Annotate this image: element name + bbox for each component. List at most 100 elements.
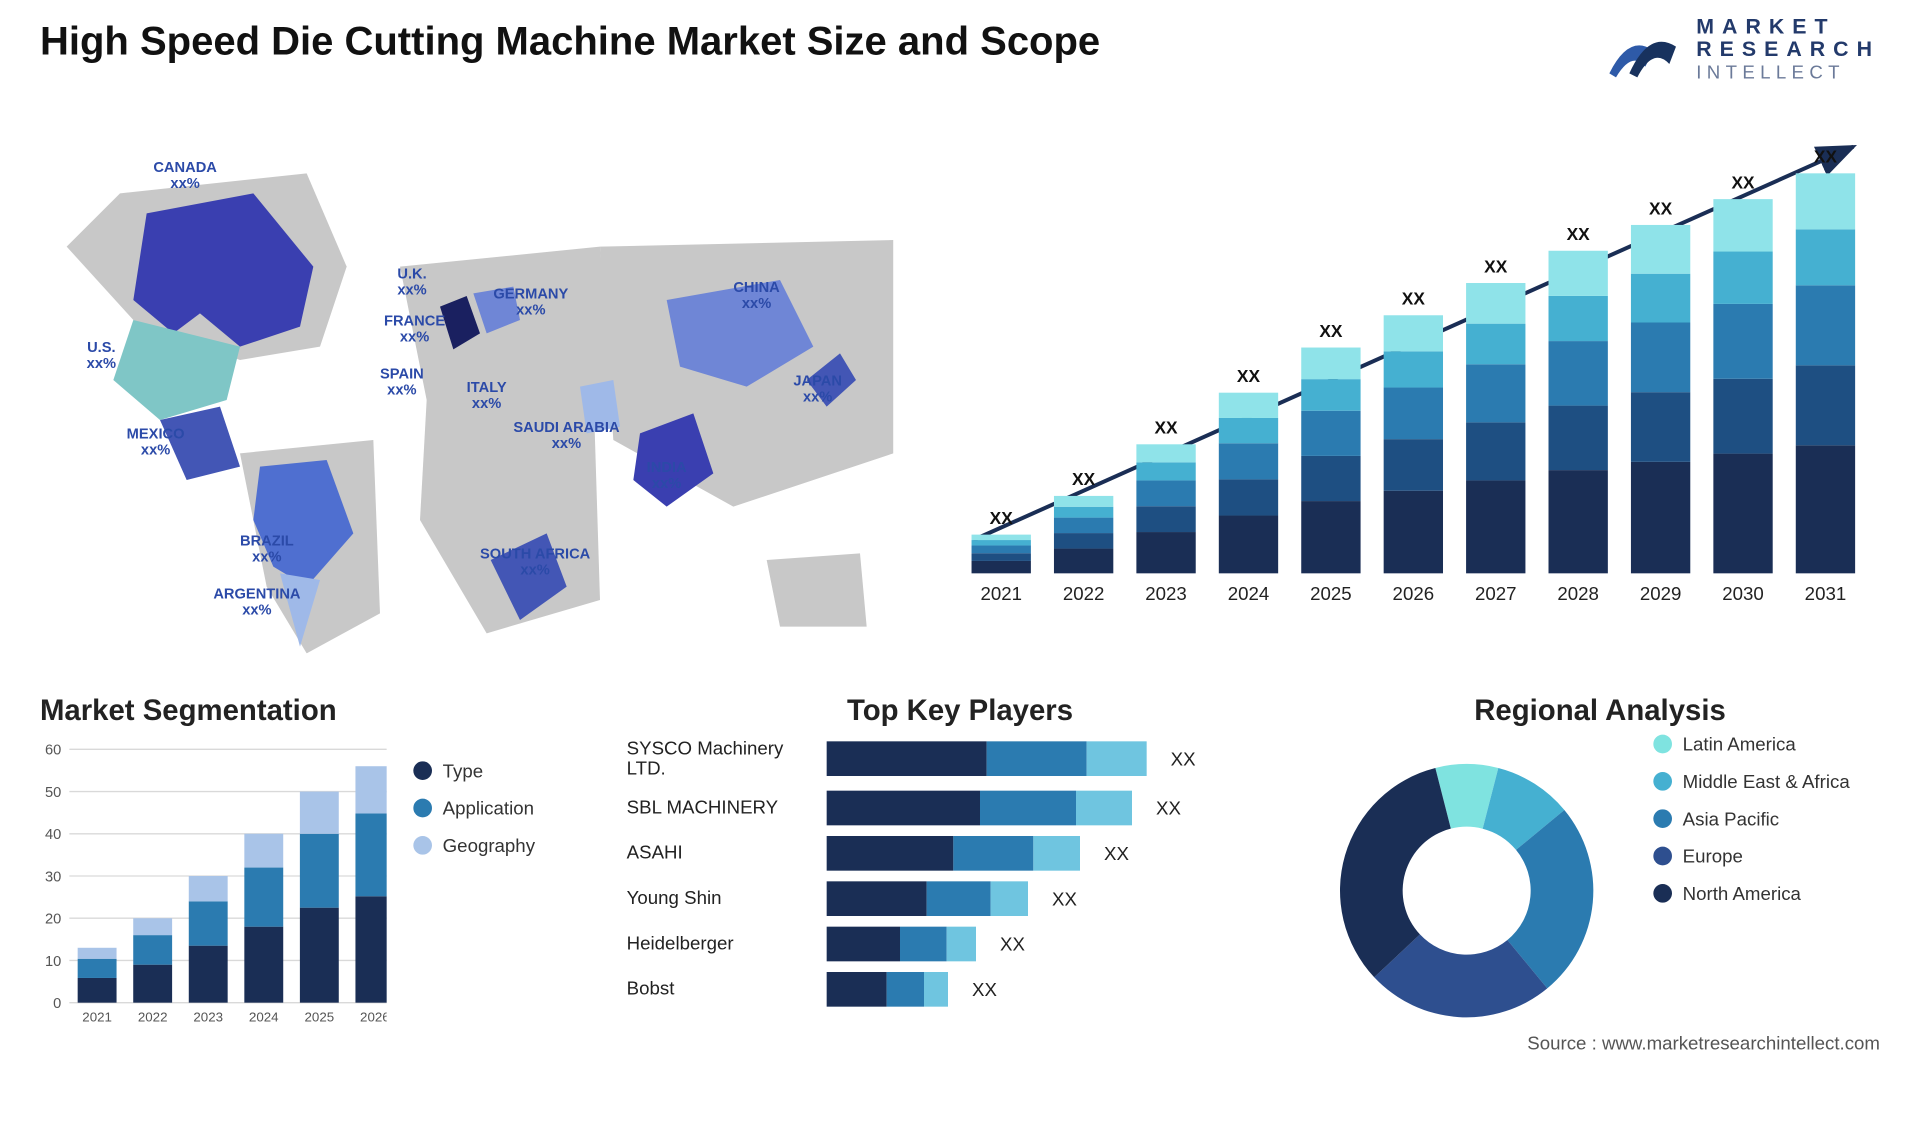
legend-item: Europe — [1653, 845, 1849, 866]
player-value: XX — [1000, 933, 1025, 954]
logo-line3: INTELLECT — [1696, 63, 1880, 83]
player-bar — [827, 836, 1080, 871]
legend-item: Type — [413, 760, 535, 781]
players-section: Top Key Players SYSCO Machinery LTD.XXSB… — [627, 693, 1294, 1017]
player-value: XX — [1156, 797, 1181, 818]
svg-text:2022: 2022 — [138, 1009, 168, 1024]
map-label: SAUDI ARABIAxx% — [513, 420, 619, 452]
svg-text:2023: 2023 — [1145, 583, 1187, 604]
svg-text:2021: 2021 — [980, 583, 1022, 604]
player-bar — [827, 926, 976, 961]
player-bar — [827, 790, 1132, 825]
svg-text:60: 60 — [45, 744, 61, 759]
svg-text:2030: 2030 — [1722, 583, 1764, 604]
map-label: U.S.xx% — [87, 340, 116, 372]
legend-item: Middle East & Africa — [1653, 771, 1849, 792]
map-label: GERMANYxx% — [493, 287, 568, 319]
player-row: SYSCO Machinery LTD. XX — [627, 739, 1294, 780]
legend-item: Geography — [413, 835, 535, 856]
player-row: Heidelberger XX — [627, 926, 1294, 961]
segmentation-section: Market Segmentation 0 10 20 30 40 50 60 2021 202… — [40, 693, 573, 1037]
player-row: Bobst XX — [627, 972, 1294, 1007]
player-bar — [827, 881, 1028, 916]
logo-swoosh-icon — [1603, 13, 1683, 86]
player-name: Young Shin — [627, 888, 814, 909]
player-name: Heidelberger — [627, 933, 814, 954]
svg-text:10: 10 — [45, 954, 61, 970]
map-label: U.K.xx% — [397, 267, 426, 299]
player-name: Bobst — [627, 979, 814, 1000]
logo-text: MARKET RESEARCH INTELLECT — [1696, 18, 1880, 82]
svg-text:2024: 2024 — [249, 1009, 279, 1024]
player-name: SBL MACHINERY — [627, 797, 814, 818]
svg-text:2021: 2021 — [82, 1009, 112, 1024]
brand-logo: MARKET RESEARCH INTELLECT — [1603, 13, 1880, 86]
svg-text:50: 50 — [45, 785, 61, 801]
regional-donut-svg — [1320, 731, 1627, 1038]
player-bar — [827, 972, 948, 1007]
svg-text:2028: 2028 — [1557, 583, 1599, 604]
regional-title: Regional Analysis — [1320, 693, 1880, 728]
logo-line2: RESEARCH — [1696, 40, 1880, 62]
segmentation-chart-svg: 0 10 20 30 40 50 60 2021 2022 2023 2024 2025 2026 — [40, 744, 387, 1031]
svg-text:30: 30 — [45, 869, 61, 885]
svg-text:2029: 2029 — [1640, 583, 1682, 604]
map-label: BRAZILxx% — [240, 533, 294, 565]
svg-text:2024: 2024 — [1228, 583, 1270, 604]
legend-item: North America — [1653, 883, 1849, 904]
source-attribution: Source : www.marketresearchintellect.com — [1527, 1032, 1880, 1053]
player-row: Young Shin XX — [627, 881, 1294, 916]
players-title: Top Key Players — [627, 693, 1294, 728]
map-label: CHINAxx% — [733, 280, 779, 312]
svg-text:2026: 2026 — [1393, 583, 1435, 604]
page-root: High Speed Die Cutting Machine Market Si… — [0, 0, 1920, 1067]
svg-text:XX: XX — [1484, 256, 1508, 276]
segmentation-legend: Type Application Geography — [413, 760, 535, 856]
legend-item: Application — [413, 797, 535, 818]
map-label: MEXICOxx% — [127, 427, 185, 459]
map-label: SPAINxx% — [380, 367, 424, 399]
segmentation-title: Market Segmentation — [40, 693, 573, 728]
player-value: XX — [1104, 842, 1129, 863]
svg-text:XX: XX — [1649, 198, 1673, 218]
svg-text:2022: 2022 — [1063, 583, 1105, 604]
regional-section: Regional Analysis Latin AmericaMiddle Ea… — [1320, 693, 1880, 738]
svg-text:40: 40 — [45, 827, 61, 843]
regional-legend: Latin America Middle East & Africa Asia Pa… — [1653, 733, 1849, 904]
player-value: XX — [1052, 888, 1077, 909]
svg-text:2023: 2023 — [193, 1009, 223, 1024]
player-row: ASAHI XX — [627, 836, 1294, 871]
player-bar — [827, 742, 1147, 777]
logo-line1: MARKET — [1696, 18, 1880, 40]
svg-text:XX: XX — [1237, 366, 1261, 386]
map-label: INDIAxx% — [647, 460, 687, 492]
world-map: CANADAxx%U.S.xx%MEXICOxx%BRAZILxx%ARGENT… — [40, 120, 893, 653]
svg-text:2027: 2027 — [1475, 583, 1517, 604]
svg-text:2025: 2025 — [305, 1009, 335, 1024]
player-row: SBL MACHINERY XX — [627, 790, 1294, 825]
map-label: JAPANxx% — [793, 373, 842, 405]
players-list: SYSCO Machinery LTD.XXSBL MACHINERYXXASA… — [627, 739, 1294, 1007]
forecast-chart: XX2021XX2022XX2023XX2024XX2025XX2026XX20… — [960, 133, 1867, 640]
map-label: CANADAxx% — [153, 160, 217, 192]
map-label: SOUTH AFRICAxx% — [480, 547, 590, 579]
legend-item: Asia Pacific — [1653, 808, 1849, 829]
svg-text:XX: XX — [1402, 289, 1426, 309]
player-value: XX — [1171, 749, 1196, 770]
player-value: XX — [972, 978, 997, 999]
map-label: ITALYxx% — [467, 380, 507, 412]
player-name: SYSCO Machinery LTD. — [627, 739, 814, 780]
page-title: High Speed Die Cutting Machine Market Si… — [40, 20, 1100, 65]
svg-text:0: 0 — [53, 996, 61, 1012]
svg-text:XX: XX — [1567, 224, 1591, 244]
svg-text:XX: XX — [1731, 172, 1755, 192]
svg-text:XX: XX — [1154, 418, 1178, 438]
svg-text:2026: 2026 — [360, 1009, 387, 1024]
svg-text:XX: XX — [1072, 469, 1096, 489]
svg-text:XX: XX — [990, 508, 1014, 528]
svg-text:XX: XX — [1319, 321, 1343, 341]
svg-text:20: 20 — [45, 912, 61, 928]
legend-item: Latin America — [1653, 733, 1849, 754]
player-name: ASAHI — [627, 843, 814, 864]
svg-text:2031: 2031 — [1805, 583, 1847, 604]
